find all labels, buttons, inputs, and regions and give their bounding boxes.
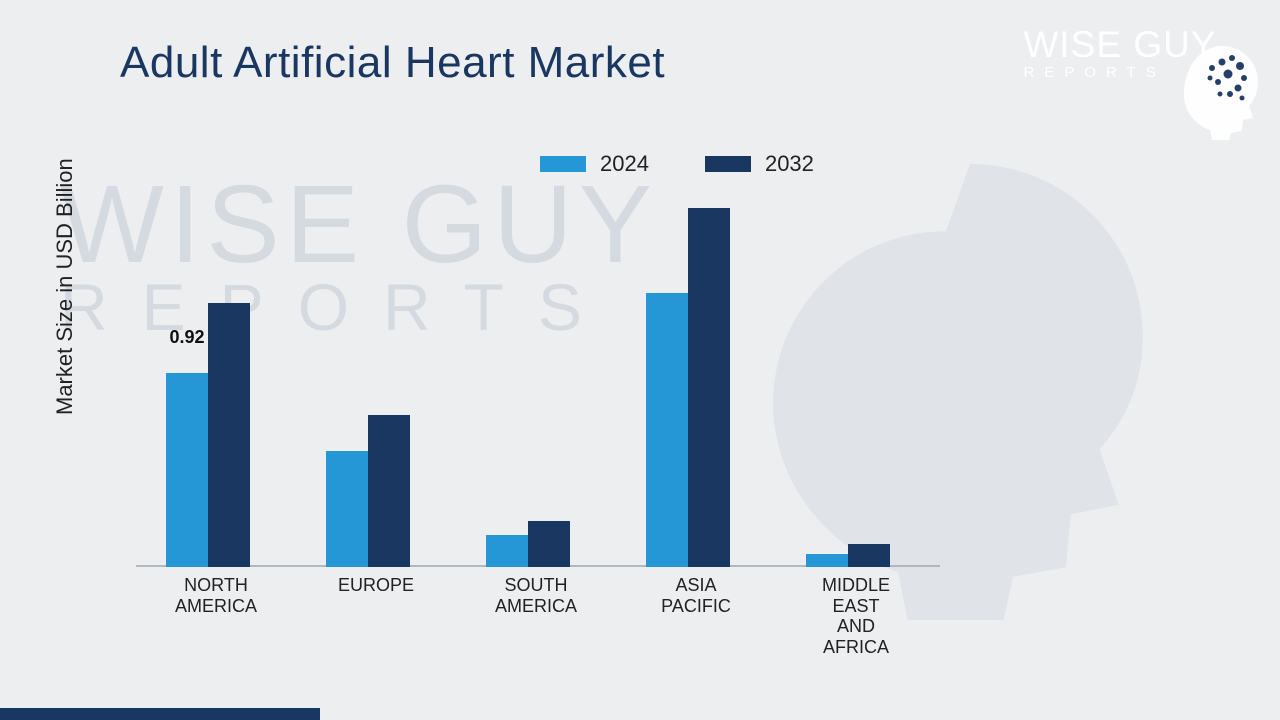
market-chart: Market Size in USD Billion 2024 2032 0.9… (70, 165, 940, 645)
legend-item-2024: 2024 (540, 151, 649, 177)
category-label: EUROPE (296, 567, 456, 596)
bar-2024 (646, 293, 688, 567)
category-label: ASIAPACIFIC (616, 567, 776, 616)
bar-2024 (166, 373, 208, 567)
y-axis-label: Market Size in USD Billion (52, 158, 78, 415)
bar-2024 (326, 451, 368, 567)
category-label: SOUTHAMERICA (456, 567, 616, 616)
page-title: Adult Artificial Heart Market (120, 38, 665, 88)
brand-logo: WISE GUY REPORTS (960, 26, 1280, 80)
plot-area: 0.92NORTHAMERICAEUROPESOUTHAMERICAASIAPA… (136, 187, 940, 567)
brand-line2: REPORTS (1023, 65, 1165, 80)
stage: WISE GUY REPORTS Adult Artificial Heart … (0, 0, 1280, 720)
bar-2024 (486, 535, 528, 567)
legend-swatch-2032 (705, 156, 751, 172)
bar-2024 (806, 554, 848, 567)
legend-label-2032: 2032 (765, 151, 814, 177)
bar-2032 (368, 415, 410, 567)
footer-accent-bar (0, 708, 320, 720)
legend: 2024 2032 (540, 151, 814, 177)
legend-label-2024: 2024 (600, 151, 649, 177)
bar-2032 (208, 303, 250, 567)
legend-swatch-2024 (540, 156, 586, 172)
category-label: MIDDLEEASTANDAFRICA (776, 567, 936, 658)
bar-value-label: 0.92 (169, 327, 204, 348)
logo-head-icon (1182, 44, 1268, 140)
bar-2032 (688, 208, 730, 567)
legend-item-2032: 2032 (705, 151, 814, 177)
bar-2032 (848, 544, 890, 567)
category-label: NORTHAMERICA (136, 567, 296, 616)
bar-2032 (528, 521, 570, 567)
